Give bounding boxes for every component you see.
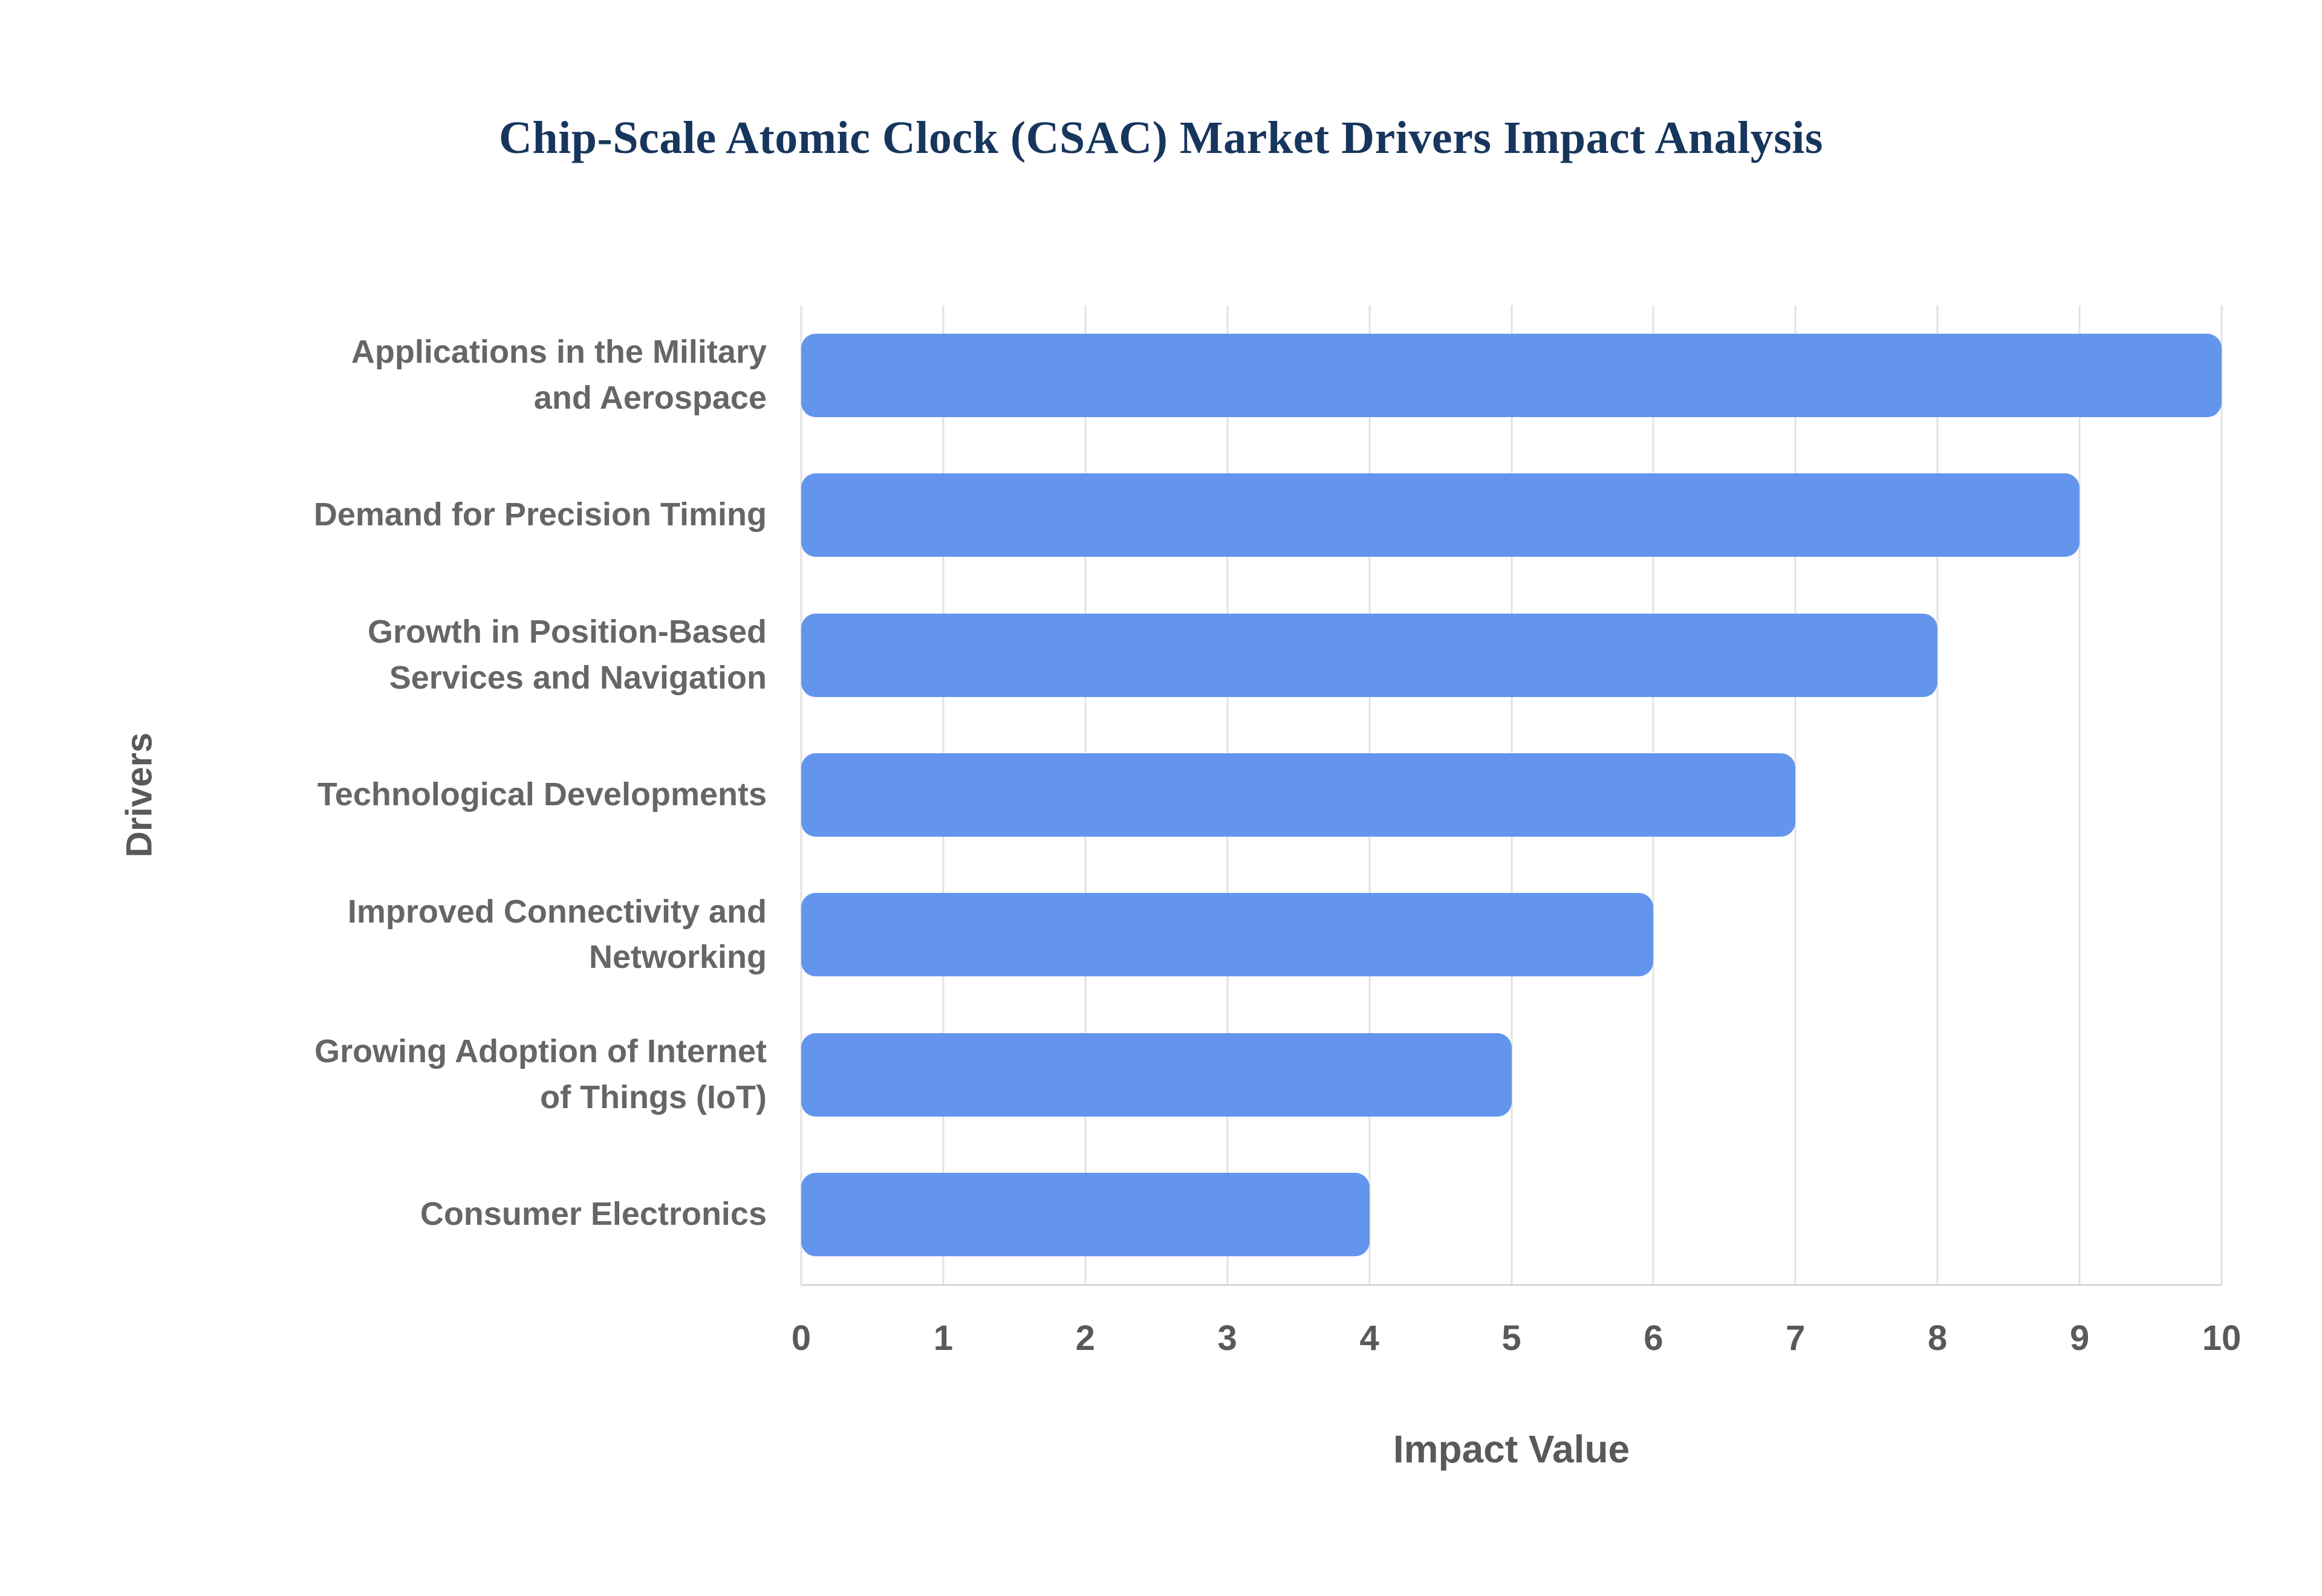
category-label-row: Applications in the Military and Aerospa…: [0, 305, 767, 445]
bar: [801, 613, 1938, 697]
x-axis-line: [801, 1284, 2222, 1286]
category-label: Growing Adoption of Internet of Things (…: [314, 1033, 767, 1115]
bar-rows: [801, 305, 2222, 1285]
gridline: [1936, 305, 1939, 1285]
category-label: Growth in Position-Based Services and Na…: [367, 613, 767, 696]
x-axis-ticks: 0 1 2 3 4 5 6 7 8 9 10: [792, 1318, 2241, 1366]
bar-row: [801, 585, 2222, 725]
x-tick-label: 8: [1928, 1319, 1948, 1358]
chart-title: Chip-Scale Atomic Clock (CSAC) Market Dr…: [499, 112, 1823, 163]
category-label: Improved Connectivity and Networking: [347, 893, 767, 976]
category-label-row: Demand for Precision Timing: [0, 445, 767, 585]
bar: [801, 1173, 1370, 1257]
bar-row: [801, 865, 2222, 1005]
x-tick-label: 10: [2202, 1319, 2242, 1358]
x-tick-label: 5: [1501, 1319, 1521, 1358]
x-tick-label: 7: [1786, 1319, 1806, 1358]
category-label: Applications in the Military and Aerospa…: [351, 334, 767, 416]
gridline: [1794, 305, 1797, 1285]
bar: [801, 753, 1796, 837]
category-label: Demand for Precision Timing: [313, 496, 767, 533]
bar-row: [801, 1145, 2222, 1285]
bar-row: [801, 305, 2222, 445]
category-label-row: Technological Developments: [0, 725, 767, 864]
category-label-row: Growth in Position-Based Services and Na…: [0, 585, 767, 725]
bar: [801, 893, 1654, 977]
x-tick-label: 2: [1075, 1319, 1095, 1358]
x-tick-label: 0: [791, 1319, 811, 1358]
category-label-row: Consumer Electronics: [0, 1145, 767, 1285]
category-labels: Applications in the Military and Aerospa…: [0, 305, 767, 1285]
bar-row: [801, 725, 2222, 864]
bar-row: [801, 445, 2222, 585]
category-label: Consumer Electronics: [420, 1196, 767, 1233]
bar: [801, 473, 2080, 557]
category-label-row: Improved Connectivity and Networking: [0, 865, 767, 1005]
x-tick-label: 6: [1644, 1319, 1663, 1358]
x-tick-label: 9: [2069, 1319, 2090, 1358]
x-tick-label: 1: [933, 1319, 954, 1358]
gridline: [2220, 305, 2223, 1285]
gridline: [2078, 305, 2081, 1285]
x-tick-label: 4: [1359, 1319, 1379, 1358]
plot-area: [800, 305, 2223, 1286]
x-tick-label: 3: [1217, 1319, 1237, 1358]
bar: [801, 333, 2222, 417]
category-label: Technological Developments: [317, 776, 767, 813]
bar-row: [801, 1005, 2222, 1144]
x-axis-title: Impact Value: [1393, 1427, 1630, 1471]
category-label-row: Growing Adoption of Internet of Things (…: [0, 1005, 767, 1144]
bar: [801, 1033, 1512, 1117]
